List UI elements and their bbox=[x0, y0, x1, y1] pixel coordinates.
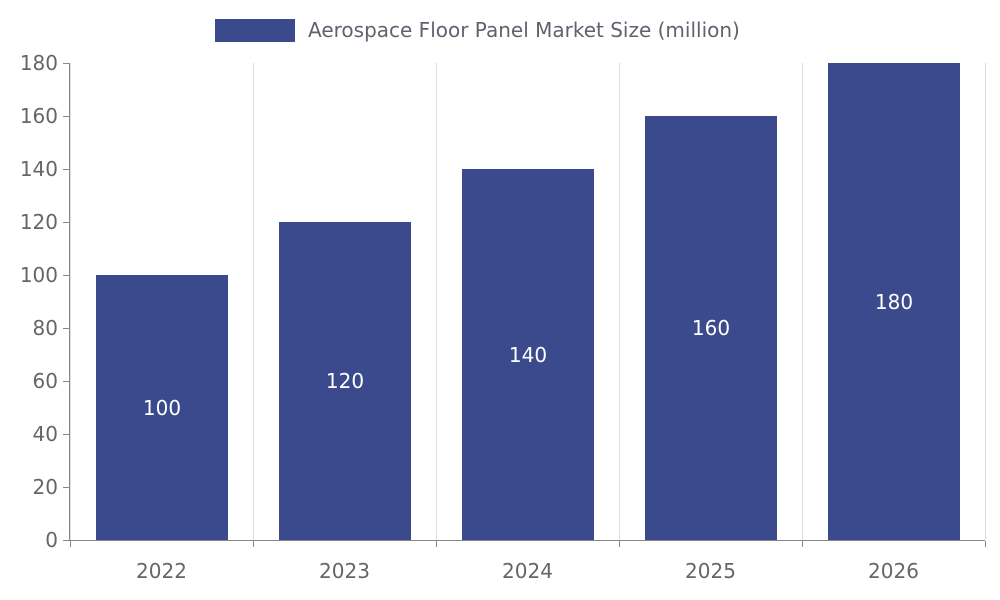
vertical-gridline bbox=[801, 63, 803, 540]
x-tick-label: 2025 bbox=[685, 559, 736, 583]
y-axis-tick bbox=[63, 433, 69, 435]
x-axis-tick bbox=[69, 541, 71, 547]
bar: 100 bbox=[96, 275, 228, 540]
bar: 160 bbox=[645, 116, 777, 540]
y-tick-label: 20 bbox=[32, 475, 58, 499]
y-axis-tick bbox=[63, 486, 69, 488]
bar-value-label: 140 bbox=[508, 342, 548, 367]
legend: Aerospace Floor Panel Market Size (milli… bbox=[215, 18, 740, 42]
y-axis-tick bbox=[63, 274, 69, 276]
x-axis-line bbox=[69, 540, 985, 541]
x-tick-label: 2024 bbox=[502, 559, 553, 583]
x-tick-label: 2026 bbox=[868, 559, 919, 583]
y-tick-label: 180 bbox=[19, 51, 58, 75]
y-axis-tick bbox=[63, 380, 69, 382]
y-axis-tick bbox=[63, 115, 69, 117]
y-axis-tick bbox=[63, 168, 69, 170]
bar: 180 bbox=[828, 63, 960, 540]
x-tick-label: 2023 bbox=[319, 559, 370, 583]
y-tick-label: 60 bbox=[32, 369, 58, 393]
y-tick-label: 140 bbox=[19, 157, 58, 181]
x-tick-label: 2022 bbox=[136, 559, 187, 583]
bar-value-label: 120 bbox=[325, 369, 365, 393]
legend-swatch bbox=[215, 18, 295, 42]
x-axis-tick bbox=[618, 541, 620, 547]
x-axis-tick bbox=[984, 541, 986, 547]
x-axis-tick bbox=[435, 541, 437, 547]
bar-value-label: 100 bbox=[142, 395, 182, 420]
y-tick-label: 160 bbox=[19, 104, 58, 128]
y-axis-tick bbox=[63, 221, 69, 223]
bar: 140 bbox=[462, 169, 594, 540]
y-axis-tick bbox=[63, 62, 69, 64]
y-axis-line bbox=[69, 63, 70, 541]
vertical-gridline bbox=[984, 63, 986, 540]
vertical-gridline bbox=[618, 63, 620, 540]
x-axis-tick bbox=[801, 541, 803, 547]
y-tick-label: 0 bbox=[45, 528, 58, 552]
y-tick-label: 40 bbox=[32, 422, 58, 446]
bar-value-label: 160 bbox=[691, 316, 731, 340]
legend-label: Aerospace Floor Panel Market Size (milli… bbox=[308, 18, 740, 42]
y-tick-label: 120 bbox=[19, 210, 58, 234]
y-tick-label: 80 bbox=[32, 316, 58, 340]
vertical-gridline bbox=[435, 63, 437, 540]
y-axis-tick bbox=[63, 539, 69, 541]
bar: 120 bbox=[279, 222, 411, 540]
y-tick-label: 100 bbox=[19, 263, 58, 287]
x-axis-tick bbox=[252, 541, 254, 547]
vertical-gridline bbox=[69, 63, 71, 540]
bar-value-label: 180 bbox=[874, 289, 914, 314]
y-axis-tick bbox=[63, 327, 69, 329]
vertical-gridline bbox=[252, 63, 254, 540]
